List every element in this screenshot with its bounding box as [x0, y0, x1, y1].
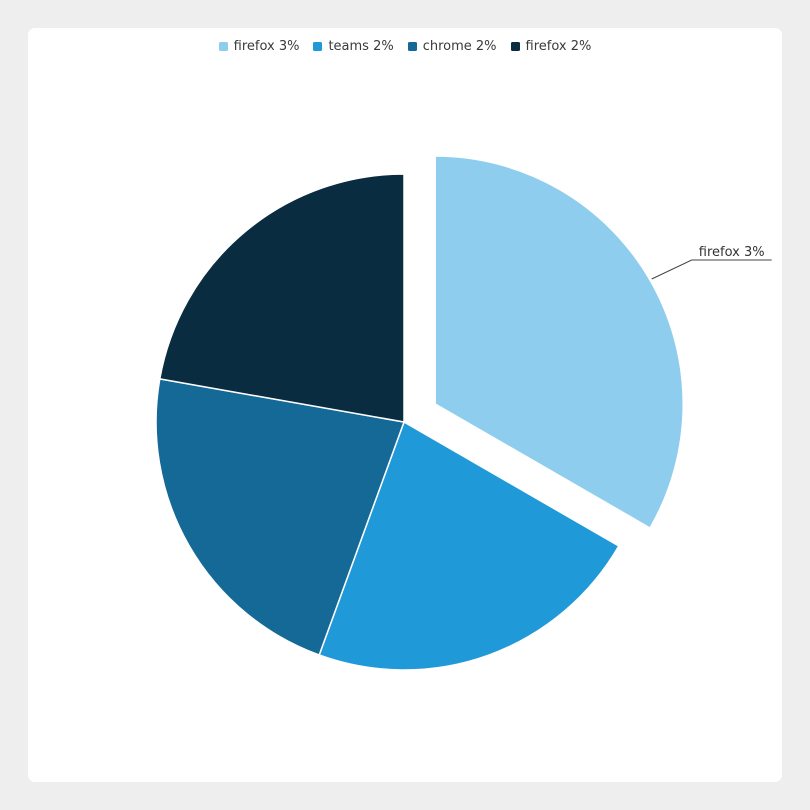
- pie-slice-chrome-2: [155, 378, 405, 656]
- pie-slice-teams-1: [318, 421, 620, 671]
- legend-label: firefox 3%: [233, 39, 300, 54]
- legend-swatch-icon: [510, 42, 520, 51]
- legend-swatch-icon: [218, 42, 228, 51]
- legend-swatch-icon: [407, 42, 417, 51]
- pie-slices: [155, 155, 684, 671]
- annotation-leader-line: [651, 259, 772, 280]
- legend-item-firefox-2-: firefox 2%: [510, 39, 592, 54]
- pie-slice-firefox-3: [159, 173, 405, 423]
- annotation-label: firefox 3%: [699, 245, 765, 260]
- legend-label: firefox 2%: [525, 39, 592, 54]
- legend-item-chrome-2-: chrome 2%: [407, 39, 497, 54]
- chart-card: firefox 3% teams 2% chrome 2% firefox 2% fi…: [28, 28, 782, 782]
- legend-swatch-icon: [313, 42, 323, 51]
- legend-label: chrome 2%: [422, 39, 497, 54]
- pie-chart: firefox 3%: [155, 155, 772, 671]
- chart-legend: firefox 3% teams 2% chrome 2% firefox 2%: [28, 39, 782, 54]
- legend-item-firefox-3-: firefox 3%: [218, 39, 300, 54]
- pie-slice-firefox-0: [434, 155, 684, 529]
- legend-item-teams-2-: teams 2%: [313, 39, 394, 54]
- legend-label: teams 2%: [328, 39, 394, 54]
